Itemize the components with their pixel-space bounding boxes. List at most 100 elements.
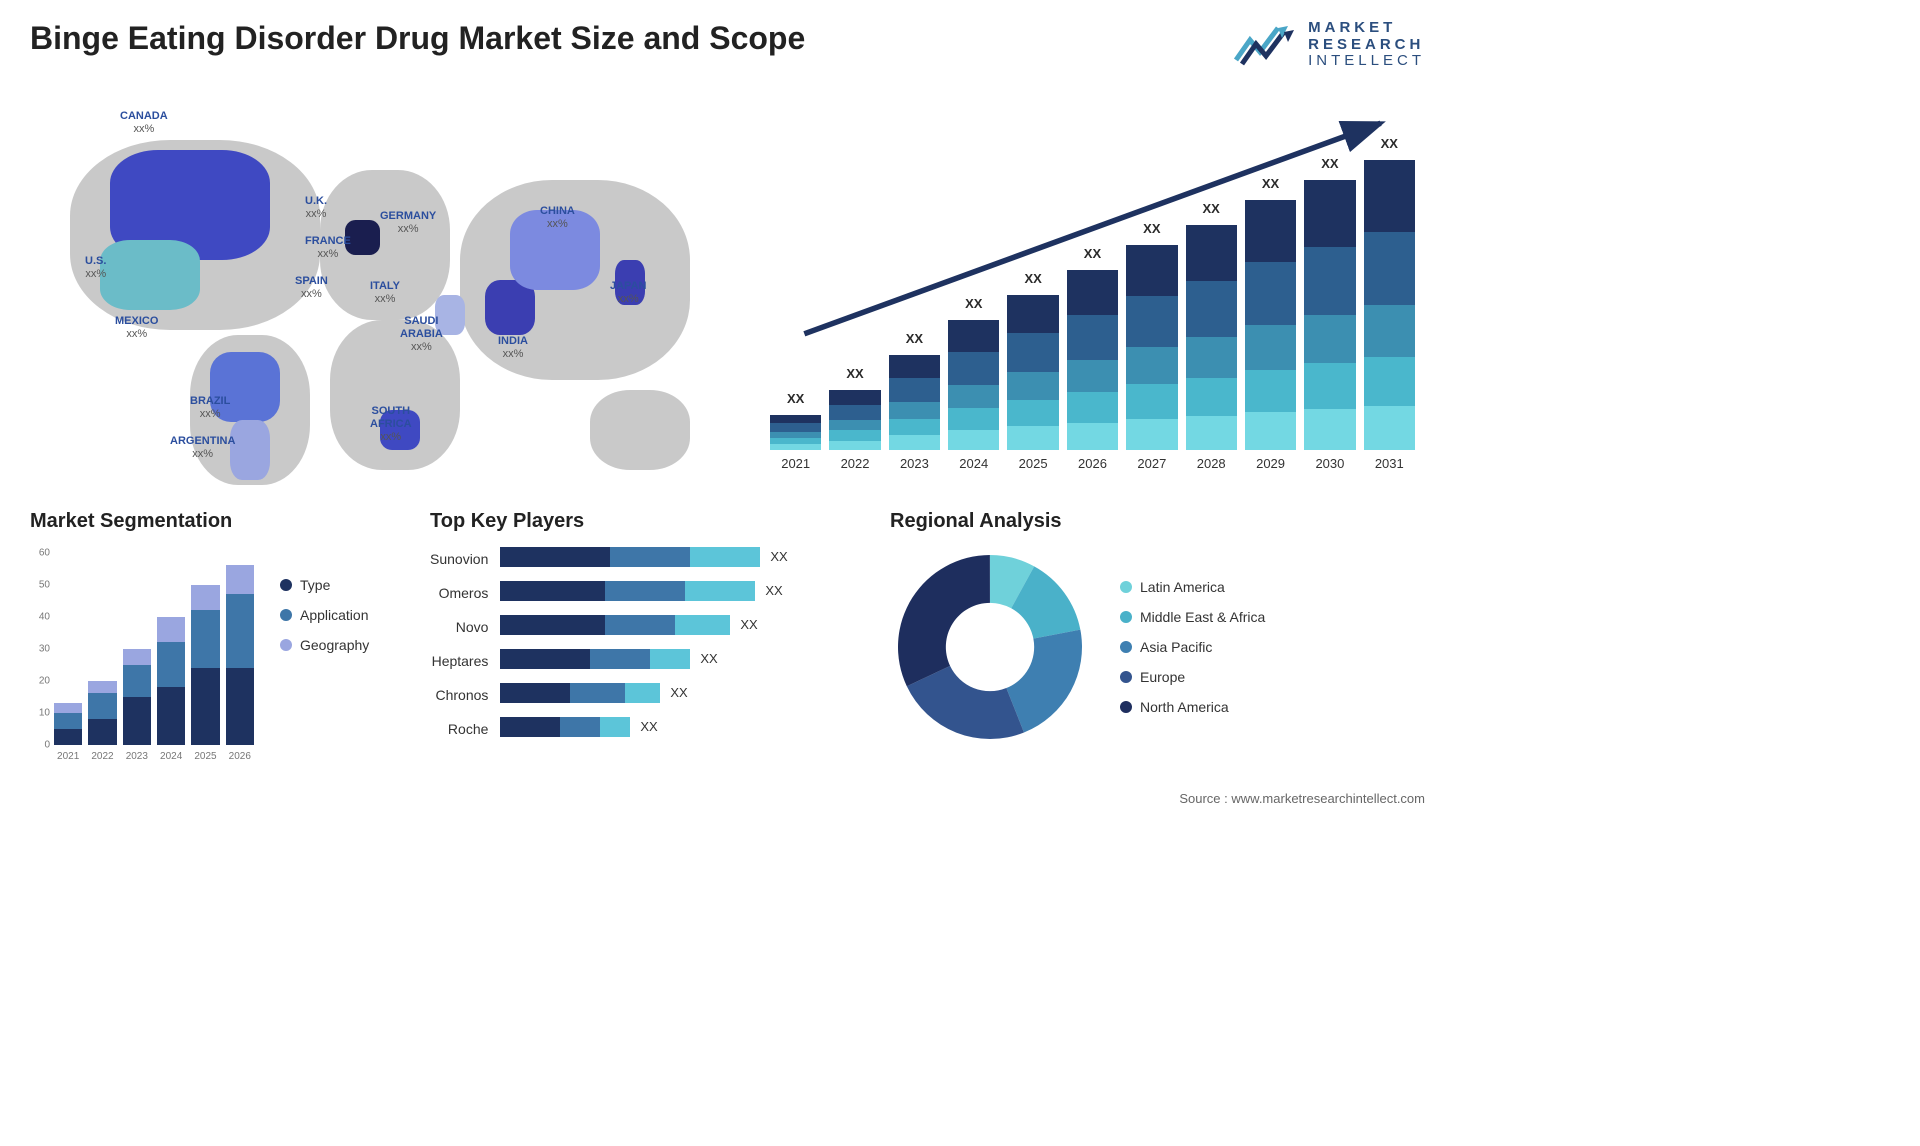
growth-bar: XX — [1186, 225, 1237, 450]
growth-bar-segment — [889, 355, 940, 379]
map-country-label: SPAINxx% — [295, 275, 328, 301]
growth-bar-label: XX — [1007, 271, 1058, 286]
growth-bar-segment — [948, 430, 999, 450]
segmentation-title: Market Segmentation — [30, 510, 400, 533]
growth-bar-segment — [948, 352, 999, 385]
growth-year-label: 2025 — [1007, 450, 1058, 480]
map-highlighted-region — [230, 420, 270, 480]
growth-bar-segment — [1245, 412, 1296, 450]
growth-bar-segment — [1304, 247, 1355, 315]
seg-bar — [226, 565, 254, 744]
growth-bar-segment — [1186, 378, 1237, 416]
growth-bar: XX — [1364, 160, 1415, 450]
growth-bar: XX — [1067, 270, 1118, 450]
legend-swatch-icon — [1120, 641, 1132, 653]
player-row: XX — [500, 683, 860, 703]
seg-bar-segment — [191, 585, 219, 611]
growth-bar-segment — [1304, 363, 1355, 409]
seg-year-label: 2021 — [54, 747, 82, 767]
player-bar-segment — [500, 717, 560, 737]
growth-year-label: 2026 — [1067, 450, 1118, 480]
players-title: Top Key Players — [430, 510, 860, 533]
seg-bar — [157, 617, 185, 745]
growth-bar-segment — [829, 441, 880, 450]
growth-bar-segment — [889, 419, 940, 435]
map-country-label: U.S.xx% — [85, 255, 106, 281]
player-bar-segment — [625, 683, 660, 703]
regional-legend: Latin AmericaMiddle East & AfricaAsia Pa… — [1120, 579, 1265, 715]
map-country-label: ITALYxx% — [370, 280, 400, 306]
growth-year-label: 2024 — [948, 450, 999, 480]
seg-bar-segment — [191, 610, 219, 668]
growth-bar-segment — [829, 405, 880, 420]
legend-label: North America — [1140, 699, 1229, 715]
growth-bar-segment — [829, 430, 880, 440]
player-bar-segment — [500, 649, 590, 669]
growth-bar-label: XX — [1126, 221, 1177, 236]
map-country-label: CHINAxx% — [540, 205, 575, 231]
legend-label: Type — [300, 577, 330, 593]
map-country-label: MEXICOxx% — [115, 315, 158, 341]
growth-bar: XX — [1126, 245, 1177, 450]
growth-bar-segment — [1126, 296, 1177, 347]
growth-bar-segment — [1126, 347, 1177, 384]
player-bar — [500, 717, 630, 737]
player-row: XX — [500, 717, 860, 737]
legend-swatch-icon — [1120, 701, 1132, 713]
seg-bar-segment — [54, 703, 82, 713]
growth-bar-segment — [1245, 370, 1296, 413]
growth-bar-segment — [1304, 315, 1355, 364]
growth-bar-segment — [1007, 372, 1058, 400]
seg-year-label: 2025 — [191, 747, 219, 767]
growth-bar-label: XX — [1304, 156, 1355, 171]
seg-year-label: 2026 — [226, 747, 254, 767]
growth-bar-label: XX — [948, 296, 999, 311]
growth-bar-segment — [1067, 423, 1118, 450]
seg-bar — [54, 703, 82, 745]
legend-swatch-icon — [280, 639, 292, 651]
map-country-label: SOUTHAFRICAxx% — [370, 405, 412, 445]
growth-bar-segment — [1364, 406, 1415, 450]
seg-bar-segment — [123, 697, 151, 745]
growth-bar-label: XX — [889, 331, 940, 346]
seg-ytick: 60 — [39, 547, 50, 558]
legend-label: Geography — [300, 637, 369, 653]
growth-bar-segment — [1007, 295, 1058, 334]
player-row: XX — [500, 547, 860, 567]
growth-bar-segment — [948, 320, 999, 353]
segmentation-chart: 0102030405060 202120222023202420252026 — [30, 547, 260, 767]
source-attribution: Source : www.marketresearchintellect.com — [30, 791, 1425, 806]
growth-bar-segment — [948, 408, 999, 430]
growth-bar-segment — [1007, 333, 1058, 372]
growth-bar: XX — [829, 390, 880, 450]
regional-legend-item: North America — [1120, 699, 1265, 715]
seg-bar-segment — [157, 642, 185, 687]
growth-bar-label: XX — [829, 366, 880, 381]
growth-bar-label: XX — [770, 391, 821, 406]
growth-bar-segment — [1245, 262, 1296, 325]
growth-bar-segment — [1304, 409, 1355, 450]
player-name: Heptares — [430, 653, 488, 673]
regional-legend-item: Latin America — [1120, 579, 1265, 595]
growth-bar-segment — [1007, 400, 1058, 426]
seg-bar-segment — [157, 687, 185, 745]
player-value: XX — [700, 651, 717, 666]
legend-swatch-icon — [1120, 671, 1132, 683]
player-bar-segment — [560, 717, 600, 737]
seg-bar-segment — [88, 719, 116, 745]
growth-year-label: 2021 — [770, 450, 821, 480]
map-highlighted-region — [100, 240, 200, 310]
player-name: Roche — [430, 721, 488, 741]
player-bar-segment — [685, 581, 755, 601]
player-bar — [500, 649, 690, 669]
growth-bar: XX — [889, 355, 940, 450]
seg-year-label: 2022 — [88, 747, 116, 767]
seg-bar-segment — [191, 668, 219, 745]
growth-bar-segment — [1007, 426, 1058, 449]
legend-swatch-icon — [280, 579, 292, 591]
growth-year-label: 2022 — [829, 450, 880, 480]
seg-ytick: 30 — [39, 643, 50, 654]
player-bar-segment — [675, 615, 730, 635]
player-name: Chronos — [430, 687, 488, 707]
page-title: Binge Eating Disorder Drug Market Size a… — [30, 20, 805, 57]
